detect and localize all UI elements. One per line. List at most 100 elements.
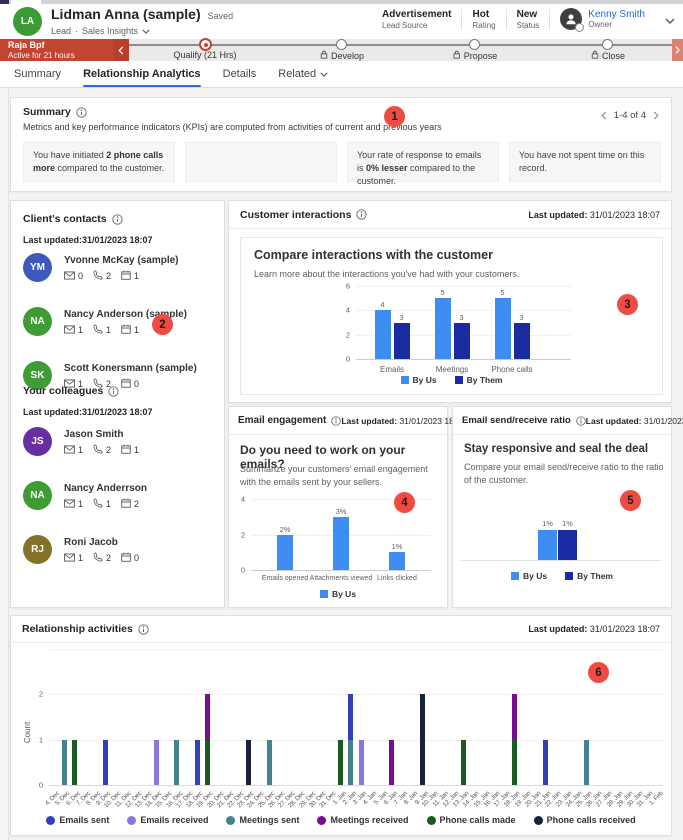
person-name[interactable]: Scott Konersmann (sample) bbox=[64, 363, 197, 374]
info-icon[interactable] bbox=[576, 415, 586, 426]
bar-value-label: 1% bbox=[391, 542, 403, 552]
category-label: Emails opened bbox=[261, 575, 309, 582]
avatar: JS bbox=[23, 427, 52, 456]
tab-relationship-analytics[interactable]: Relationship Analytics bbox=[83, 61, 201, 87]
bar-value-label: 5 bbox=[500, 288, 505, 298]
stage-1-label[interactable]: Qualify (21 Hrs) bbox=[173, 50, 236, 60]
tab-related[interactable]: Related bbox=[278, 61, 328, 87]
phone-count-icon: 2 bbox=[93, 552, 111, 564]
pager-prev-icon[interactable] bbox=[601, 111, 607, 120]
bpf-active-stage-box: Raja Bpf Active for 21 hours bbox=[0, 39, 113, 61]
annotation-badge-5: 5 bbox=[620, 490, 641, 511]
person-stats: 0 2 1 bbox=[64, 270, 144, 282]
info-icon[interactable] bbox=[356, 209, 368, 220]
legend-item-phone-calls-made: Phone calls made bbox=[426, 815, 516, 825]
pager-next-icon[interactable] bbox=[653, 111, 659, 120]
bar-value-label: 5 bbox=[440, 288, 445, 298]
stage-4-label[interactable]: Close bbox=[591, 50, 625, 61]
list-item-scott-konersmann-sample-[interactable]: SK Scott Konersmann (sample) 1 2 0 bbox=[23, 361, 213, 405]
entity-type-label: Lead bbox=[51, 26, 72, 36]
header-field-lead-source[interactable]: Advertisement Lead Source bbox=[372, 8, 463, 30]
activity-bar-19-Dec-meetings_received bbox=[205, 694, 211, 740]
calendar-icon bbox=[121, 270, 131, 282]
person-name[interactable]: Nancy Anderson (sample) bbox=[64, 309, 187, 320]
bar-meetings-by-us bbox=[434, 298, 451, 359]
record-header: LA Lidman Anna (sample) Saved Lead · Sale… bbox=[0, 4, 683, 39]
chevron-down-icon[interactable] bbox=[142, 29, 150, 34]
activity-bar-9-Dec-emails_sent bbox=[102, 739, 108, 785]
content-area: Summary Metrics and key performance indi… bbox=[0, 88, 683, 840]
person-name[interactable]: Nancy Anderrson bbox=[64, 483, 147, 494]
count-value: 0 bbox=[134, 379, 140, 389]
bpf-next-chevron-icon[interactable] bbox=[672, 39, 683, 61]
tab-summary[interactable]: Summary bbox=[14, 61, 61, 87]
person-name[interactable]: Yvonne McKay (sample) bbox=[64, 255, 179, 266]
owner-field[interactable]: Kenny Smith Owner bbox=[550, 8, 655, 32]
kpi-card-3: Your rate of response to emails is 0% le… bbox=[347, 142, 499, 186]
activity-bar-1-Jan-phone_calls_made bbox=[338, 739, 344, 785]
count-value: 1 bbox=[78, 379, 84, 389]
activity-bar-13-Jan-phone_calls_made bbox=[460, 739, 466, 785]
header-collapse-chevron-icon[interactable] bbox=[665, 18, 675, 24]
pager-text: 1-4 of 4 bbox=[613, 110, 646, 121]
stage-circle-4[interactable] bbox=[602, 39, 613, 50]
header-field-status[interactable]: New Status bbox=[507, 8, 551, 30]
colleagues-title: Your colleagues bbox=[23, 385, 119, 397]
info-icon[interactable] bbox=[331, 415, 342, 426]
tab-details[interactable]: Details bbox=[223, 61, 257, 87]
legend-item-meetings-sent: Meetings sent bbox=[226, 815, 299, 825]
email-count-icon: 0 bbox=[64, 270, 83, 282]
email-send-receive-widget: Email send/receive ratio Last updated: 3… bbox=[452, 406, 683, 608]
bpf-collapse-chevron-icon[interactable] bbox=[113, 39, 129, 61]
category-label: Emails bbox=[379, 365, 405, 374]
info-icon[interactable] bbox=[138, 623, 149, 635]
owner-name[interactable]: Kenny Smith bbox=[588, 9, 645, 20]
mail-icon bbox=[64, 552, 75, 564]
stage-label-text: Develop bbox=[330, 50, 365, 61]
meeting-count-icon: 2 bbox=[121, 498, 139, 510]
legend-item-emails-sent: Emails sent bbox=[46, 815, 109, 825]
bar-links-clicked bbox=[389, 552, 405, 570]
bar-value-label: 3 bbox=[519, 312, 524, 322]
list-item-nancy-anderson-sample-[interactable]: NA Nancy Anderson (sample) 1 1 1 bbox=[23, 307, 213, 351]
bar-value-label: 2% bbox=[279, 524, 291, 534]
info-icon[interactable] bbox=[111, 213, 123, 225]
header-field-rating[interactable]: Hot Rating bbox=[462, 8, 507, 30]
stage-circle-1[interactable] bbox=[199, 38, 212, 51]
person-name[interactable]: Roni Jacob bbox=[64, 537, 118, 548]
info-icon[interactable] bbox=[108, 385, 119, 397]
phone-count-icon: 1 bbox=[93, 324, 111, 336]
list-item-roni-jacob[interactable]: RJ Roni Jacob 1 2 0 bbox=[23, 535, 213, 579]
person-name[interactable]: Jason Smith bbox=[64, 429, 124, 440]
person-stats: 1 1 1 bbox=[64, 324, 144, 336]
person-stats: 1 2 1 bbox=[64, 444, 144, 456]
stage-circle-3[interactable] bbox=[469, 39, 480, 50]
form-selector[interactable]: Sales Insights bbox=[82, 26, 139, 36]
phone-icon bbox=[93, 270, 103, 282]
list-item-jason-smith[interactable]: JS Jason Smith 1 2 1 bbox=[23, 427, 213, 471]
gridline-0: 0 bbox=[241, 566, 431, 575]
list-item-yvonne-mckay-sample-[interactable]: YM Yvonne McKay (sample) 0 2 1 bbox=[23, 253, 213, 297]
activities-last-updated: Last updated: 31/01/2023 18:07 bbox=[528, 624, 660, 634]
legend-label: Emails sent bbox=[59, 815, 110, 825]
stage-circle-2[interactable] bbox=[336, 39, 347, 50]
stage-2-label[interactable]: Develop bbox=[320, 50, 364, 61]
phone-icon bbox=[93, 444, 103, 456]
field-value: Advertisement bbox=[382, 8, 452, 20]
field-label: Lead Source bbox=[382, 20, 428, 30]
stage-3-label[interactable]: Propose bbox=[453, 50, 497, 61]
legend-item-by-us: By Us bbox=[511, 571, 547, 581]
phone-icon bbox=[93, 552, 103, 564]
avatar: SK bbox=[23, 361, 52, 390]
legend-label: Phone calls received bbox=[546, 815, 636, 825]
info-icon[interactable] bbox=[76, 106, 87, 118]
annotation-badge-3: 3 bbox=[617, 294, 638, 315]
annotation-badge-4: 4 bbox=[394, 492, 415, 513]
kpi-text: You have initiated bbox=[33, 150, 107, 160]
category-label: Phone calls bbox=[491, 365, 533, 374]
list-item-nancy-anderrson[interactable]: NA Nancy Anderrson 1 1 2 bbox=[23, 481, 213, 525]
interactions-legend: By Us By Them bbox=[241, 375, 662, 385]
engagement-title: Email engagement bbox=[238, 415, 327, 426]
legend-swatch bbox=[511, 572, 519, 580]
